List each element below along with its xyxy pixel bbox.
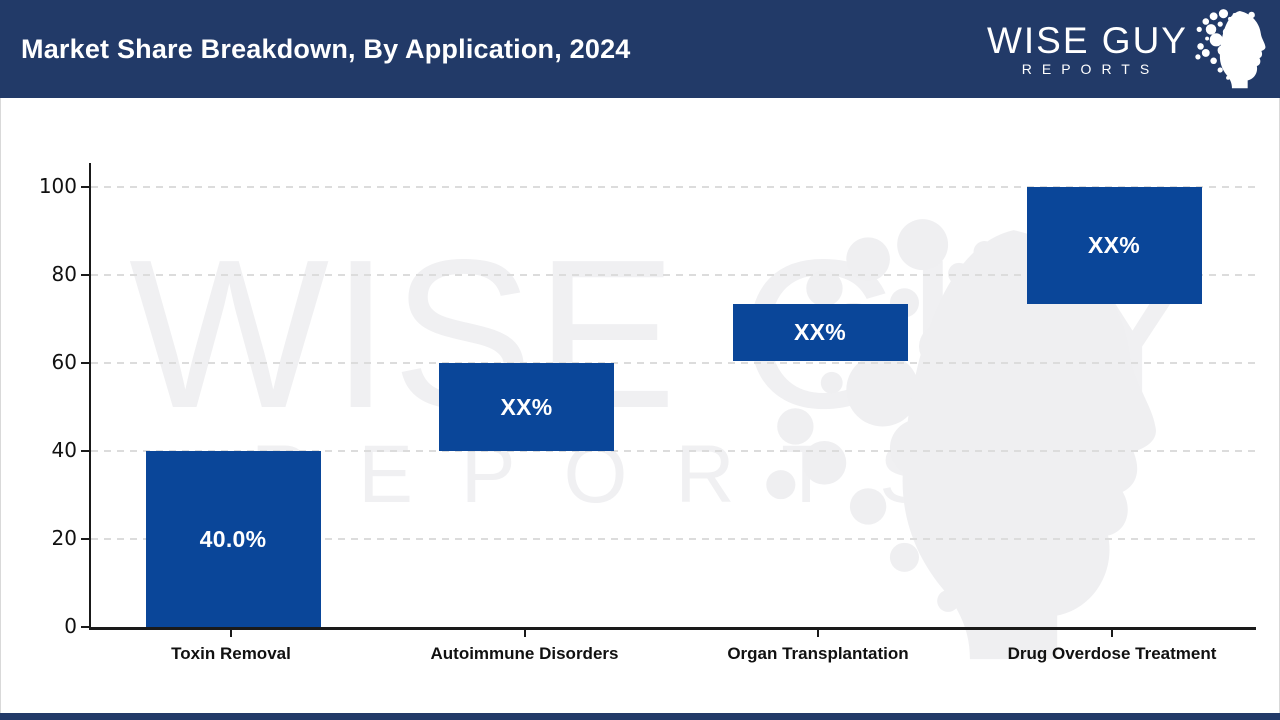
footer-bar <box>0 713 1280 720</box>
gridline-40 <box>91 450 1256 452</box>
y-tick-mark <box>81 274 89 276</box>
wiseguy-face-icon <box>1194 7 1266 91</box>
y-tick-label-60: 60 <box>51 350 77 374</box>
bar-value-label: XX% <box>500 393 553 420</box>
gridline-80 <box>91 274 1256 276</box>
x-tick-mark <box>230 630 232 637</box>
bar-value-label: XX% <box>793 318 847 345</box>
x-tick-mark <box>523 630 526 637</box>
bar-value-label: XX% <box>1087 231 1141 258</box>
y-tick-label-0: 0 <box>64 614 77 638</box>
category-label-3: Drug Overdose Treatment <box>1007 644 1217 663</box>
y-tick-label-80: 80 <box>51 262 77 286</box>
gridline-20 <box>91 538 1256 540</box>
chart-figure: WISE GUY REPORTS 40.0% XX% XX% XX% 0 20 40 60 8… <box>0 98 1280 713</box>
y-tick-mark <box>81 362 89 364</box>
category-label-2: Organ Transplantation <box>727 644 909 663</box>
y-tick-label-20: 20 <box>51 526 77 550</box>
logo-text: WISE GUY REPORTS <box>987 22 1188 77</box>
logo-subtext: REPORTS <box>1021 60 1160 77</box>
plot-area: 40.0% XX% XX% XX% <box>89 163 1256 630</box>
wiseguy-logo: WISE GUY REPORTS <box>987 7 1266 91</box>
y-tick-mark <box>81 450 89 452</box>
header: Market Share Breakdown, By Application, … <box>0 0 1280 98</box>
bar-1: XX% <box>439 363 614 451</box>
bar-2: XX% <box>732 303 908 361</box>
y-tick-label-100: 100 <box>38 174 77 198</box>
bar-value-label: 40.0% <box>199 525 267 552</box>
gridline-100 <box>91 186 1256 188</box>
y-tick-label-40: 40 <box>51 438 77 462</box>
y-tick-mark <box>81 186 89 188</box>
gridline-60 <box>91 362 1256 364</box>
category-label-0: Toxin Removal <box>171 644 291 663</box>
bar-3: XX% <box>1026 187 1202 304</box>
x-tick-mark <box>817 630 819 637</box>
y-tick-mark <box>81 626 89 628</box>
logo-wordmark: WISE GUY <box>986 19 1188 61</box>
bar-0: 40.0% <box>145 451 321 627</box>
x-tick-mark <box>1111 630 1113 637</box>
category-label-1: Autoimmune Disorders <box>430 644 619 663</box>
page-title: Market Share Breakdown, By Application, … <box>21 33 631 64</box>
y-tick-mark <box>81 538 89 540</box>
